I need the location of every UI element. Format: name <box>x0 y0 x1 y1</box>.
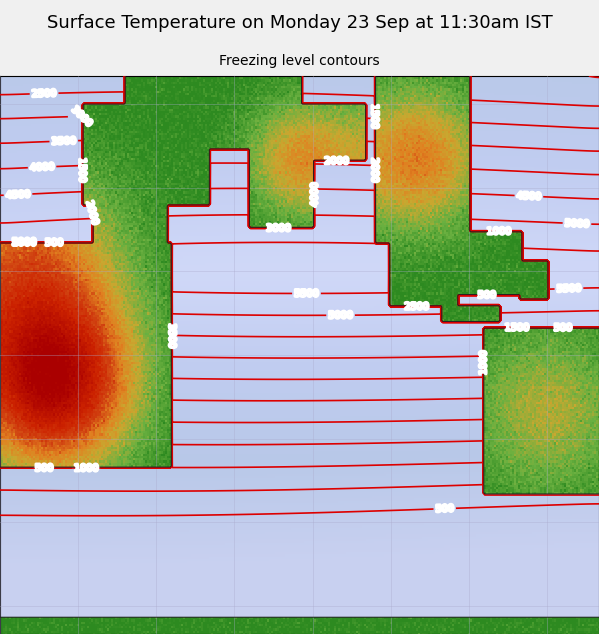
Text: 2000: 2000 <box>324 156 349 166</box>
Text: 5500: 5500 <box>556 283 582 294</box>
Text: 2000: 2000 <box>84 200 101 226</box>
Text: 500: 500 <box>45 238 63 248</box>
Text: 3500: 3500 <box>52 136 76 146</box>
Text: 1500: 1500 <box>77 158 87 183</box>
Text: Surface Temperature on Monday 23 Sep at 11:30am IST: Surface Temperature on Monday 23 Sep at … <box>47 14 552 32</box>
Text: 4000: 4000 <box>29 162 55 172</box>
Text: 5000: 5000 <box>12 237 37 247</box>
Text: 2500: 2500 <box>404 302 429 311</box>
Text: 3000: 3000 <box>266 223 291 233</box>
Text: 1500: 1500 <box>370 104 380 129</box>
Text: 1000: 1000 <box>478 351 488 375</box>
Text: 4500: 4500 <box>5 189 31 200</box>
Text: 1000: 1000 <box>486 226 511 236</box>
Text: 1500: 1500 <box>504 323 529 332</box>
Text: 500: 500 <box>435 503 454 514</box>
Text: 500: 500 <box>35 463 53 473</box>
Text: 5000: 5000 <box>328 310 353 320</box>
Text: 3500: 3500 <box>167 324 177 348</box>
Text: 5000: 5000 <box>564 218 589 229</box>
Text: 500: 500 <box>477 290 496 300</box>
Text: 3000: 3000 <box>70 104 95 129</box>
Text: 2000: 2000 <box>370 158 380 183</box>
Text: 4500: 4500 <box>516 191 541 202</box>
Text: 1000: 1000 <box>12 238 37 247</box>
Text: 5500: 5500 <box>294 288 319 299</box>
Text: 500: 500 <box>553 323 572 333</box>
Text: Freezing level contours: Freezing level contours <box>219 54 380 68</box>
Text: 4000: 4000 <box>310 183 319 207</box>
Text: 2500: 2500 <box>32 88 56 99</box>
Text: 1000: 1000 <box>74 463 98 473</box>
